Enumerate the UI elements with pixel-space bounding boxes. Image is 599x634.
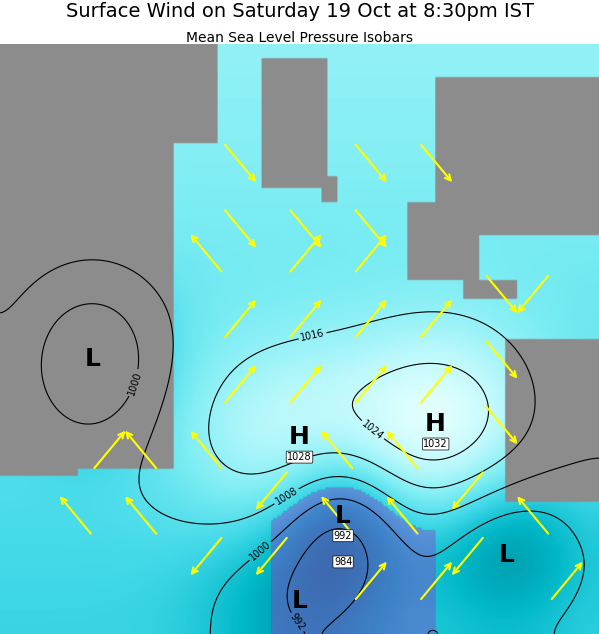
Text: 1000: 1000: [126, 370, 143, 396]
Text: H: H: [425, 412, 446, 436]
Text: 1016: 1016: [300, 328, 326, 343]
Text: 992: 992: [288, 612, 307, 633]
Text: L: L: [84, 347, 101, 371]
Text: Surface Wind on Saturday 19 Oct at 8:30pm IST: Surface Wind on Saturday 19 Oct at 8:30p…: [65, 2, 534, 20]
Text: Mean Sea Level Pressure Isobars: Mean Sea Level Pressure Isobars: [186, 30, 413, 45]
Text: L: L: [292, 589, 307, 613]
Text: 1032: 1032: [423, 439, 448, 449]
Text: L: L: [335, 504, 351, 528]
Text: 1000: 1000: [248, 540, 273, 563]
Text: H: H: [289, 425, 310, 450]
Text: 1028: 1028: [287, 452, 312, 462]
Text: 1008: 1008: [273, 486, 300, 507]
Text: 1024: 1024: [360, 418, 385, 442]
Text: 992: 992: [334, 531, 352, 541]
Text: L: L: [498, 543, 515, 567]
Text: 984: 984: [334, 557, 352, 567]
